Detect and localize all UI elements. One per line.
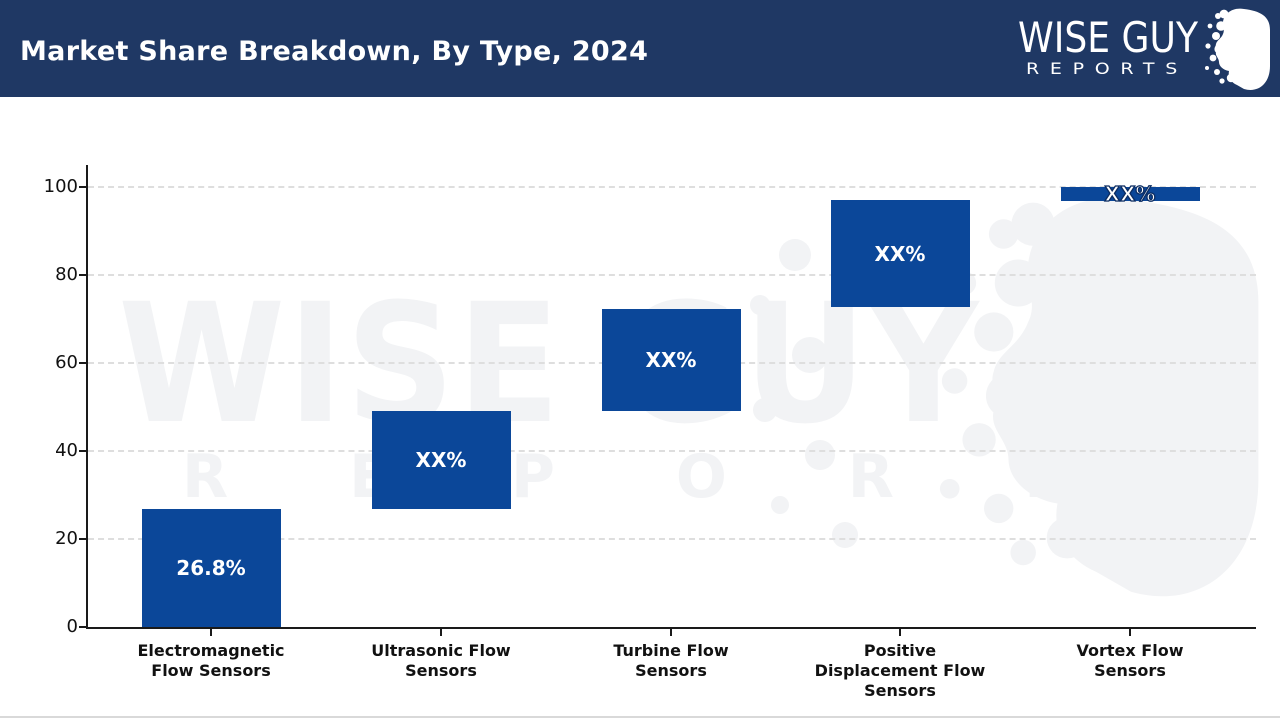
header-band: Market Share Breakdown, By Type, 2024 WI… (0, 0, 1280, 97)
bar-value-label: 26.8% (176, 556, 246, 581)
y-axis-tick-mark (79, 626, 86, 628)
y-axis-tick-label: 20 (55, 528, 78, 549)
bar-value-label: XX% (1104, 181, 1156, 207)
y-axis-tick-mark (79, 538, 86, 540)
category-label: Vortex Flow Sensors (1010, 641, 1250, 681)
category-label-line: Sensors (635, 661, 707, 680)
y-axis (86, 165, 88, 629)
category-label-line: Turbine Flow (613, 641, 729, 660)
category-label-line: Electromagnetic (137, 641, 285, 660)
category-label-line: Sensors (1094, 661, 1166, 680)
x-axis-tick-mark (670, 629, 672, 636)
wise-guy-reports-logo: WISE GUY REPORTS (1018, 8, 1270, 90)
x-axis (86, 627, 1256, 629)
x-axis-tick-mark (440, 629, 442, 636)
y-axis-tick-mark (79, 186, 86, 188)
logo-subtitle: REPORTS (1026, 59, 1188, 78)
bar-segment (141, 509, 281, 627)
y-axis-tick-mark (79, 274, 86, 276)
logo-wordmark: WISE GUY (1018, 13, 1198, 62)
x-axis-tick-mark (210, 629, 212, 636)
x-axis-tick-mark (1129, 629, 1131, 636)
category-label-line: Displacement Flow (814, 661, 986, 680)
x-axis-tick-mark (899, 629, 901, 636)
watermark-head-icon (750, 198, 1259, 597)
bar-segment (1060, 187, 1200, 202)
category-label-line: Sensors (405, 661, 477, 680)
y-axis-tick-label: 60 (55, 352, 78, 373)
category-label: Electromagnetic Flow Sensors (91, 641, 331, 681)
y-axis-tick-label: 80 (55, 264, 78, 285)
category-label-line: Sensors (864, 681, 936, 700)
gridline (88, 538, 1256, 540)
category-label-line: Positive (863, 641, 937, 660)
bar-value-label: XX% (874, 241, 926, 266)
bar-segment (601, 308, 741, 412)
category-label: Positive Displacement Flow Sensors (780, 641, 1020, 701)
y-axis-tick-mark (79, 450, 86, 452)
y-axis-tick-label: 100 (43, 176, 78, 197)
page-title: Market Share Breakdown, By Type, 2024 (20, 36, 649, 67)
bottom-divider (0, 716, 1280, 718)
bar-segment (371, 411, 511, 510)
category-label-line: Ultrasonic Flow (371, 641, 511, 660)
category-label-line: Vortex Flow (1076, 641, 1184, 660)
gridline (88, 450, 1256, 452)
category-label-line: Flow Sensors (151, 661, 271, 680)
y-axis-tick-label: 0 (66, 616, 78, 637)
gridline (88, 186, 1256, 188)
bar-segment (830, 200, 970, 308)
y-axis-tick-mark (79, 362, 86, 364)
logo-head-icon (1205, 8, 1270, 90)
bar-value-label: XX% (415, 448, 467, 473)
category-label: Ultrasonic Flow Sensors (321, 641, 561, 681)
category-label: Turbine Flow Sensors (551, 641, 791, 681)
bar-value-label: XX% (645, 348, 697, 373)
y-axis-tick-label: 40 (55, 440, 78, 461)
gridline (88, 274, 1256, 276)
